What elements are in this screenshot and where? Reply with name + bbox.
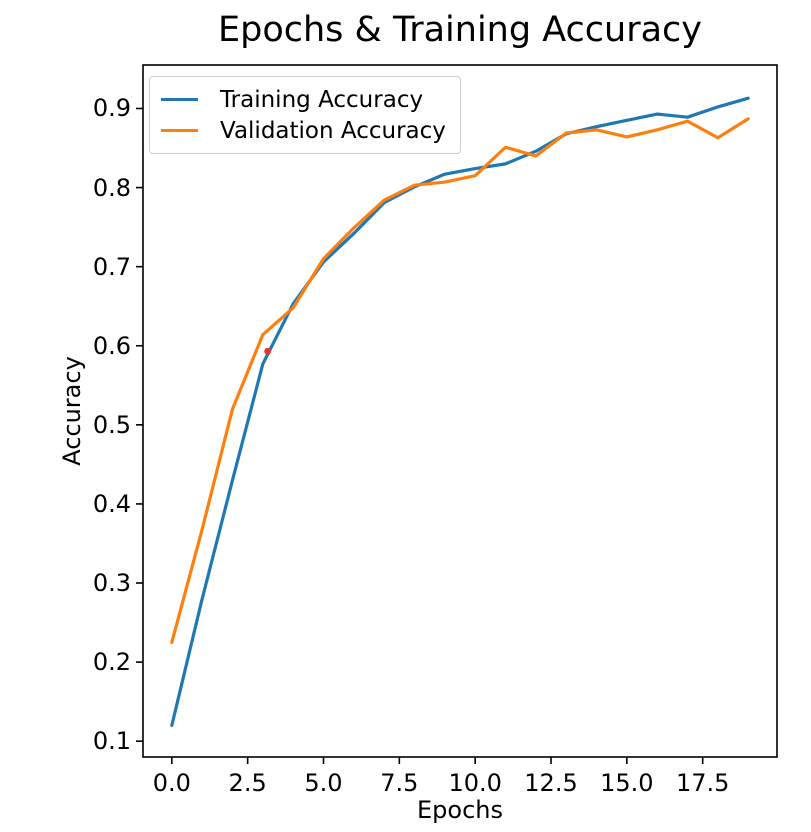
x-tick-label: 0.0 xyxy=(152,769,191,797)
legend-label-training: Training Accuracy xyxy=(220,86,424,113)
highlight-point xyxy=(264,347,272,355)
x-tick-label: 10.0 xyxy=(448,769,502,797)
x-tick-label: 7.5 xyxy=(380,769,419,797)
legend-entry-validation: Validation Accuracy xyxy=(161,115,446,146)
x-tick-label: 5.0 xyxy=(304,769,343,797)
y-tick-label: 0.4 xyxy=(92,489,131,518)
y-tick-label: 0.7 xyxy=(92,252,131,281)
legend-entry-training: Training Accuracy xyxy=(161,84,446,115)
validation-accuracy-line xyxy=(170,117,750,644)
validation-line-swatch xyxy=(161,128,198,133)
y-tick-label: 0.6 xyxy=(92,331,131,360)
training-accuracy-line xyxy=(170,96,750,727)
x-tick-label: 17.5 xyxy=(675,769,730,797)
chart-title: Epochs & Training Accuracy xyxy=(218,10,702,50)
legend-label-validation: Validation Accuracy xyxy=(220,117,446,144)
y-tick-label: 0.8 xyxy=(92,173,131,202)
training-line-swatch xyxy=(161,97,198,102)
x-tick-label: 15.0 xyxy=(600,769,654,797)
y-tick-label: 0.3 xyxy=(92,569,131,597)
y-tick-label: 0.2 xyxy=(92,648,131,677)
y-tick-label: 0.9 xyxy=(92,94,131,123)
y-tick-label: 0.5 xyxy=(92,410,131,439)
legend: Training Accuracy Validation Accuracy xyxy=(149,76,461,154)
x-tick-label: 12.5 xyxy=(524,769,578,797)
x-axis-label: Epochs xyxy=(417,796,503,824)
y-tick-label: 0.1 xyxy=(92,727,131,756)
x-tick-label: 2.5 xyxy=(228,769,267,797)
axes-spines xyxy=(142,64,778,758)
